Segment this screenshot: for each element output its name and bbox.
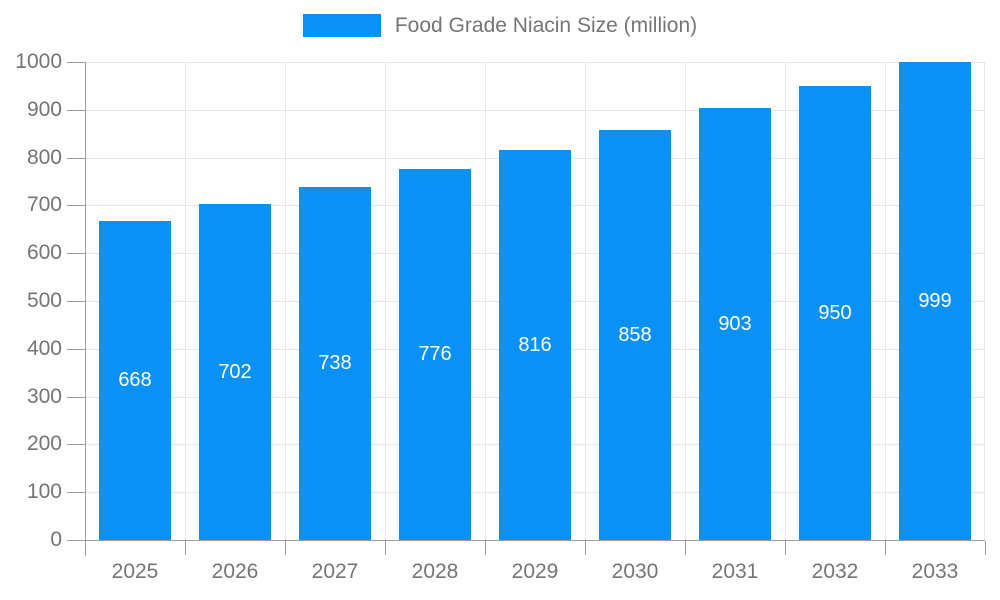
x-axis-tick: [185, 541, 186, 555]
bar-value-label: 950: [818, 301, 852, 324]
bar-value-label: 738: [318, 352, 352, 374]
y-axis-tick: [67, 205, 85, 207]
x-axis-tick-label: 2029: [511, 560, 559, 583]
x-gridline: [285, 62, 286, 540]
x-axis-tick-label: 2026: [211, 560, 259, 583]
x-axis-tick-label: 2033: [911, 560, 959, 583]
y-axis-tick: [67, 348, 85, 350]
y-axis-tick-label: 800: [26, 145, 62, 169]
y-axis-tick: [67, 444, 85, 446]
y-gridline: [85, 62, 985, 63]
x-axis-tick: [985, 541, 986, 555]
y-axis-tick-label: 400: [26, 336, 62, 360]
y-axis-tick-label: 600: [26, 241, 62, 265]
bar-value-label: 668: [118, 369, 152, 391]
bar-value-label: 858: [618, 323, 652, 346]
bar-2033[interactable]: 999: [899, 62, 971, 540]
x-axis-tick: [685, 541, 686, 555]
x-axis-tick: [885, 541, 886, 555]
x-axis-tick-label: 2027: [311, 560, 359, 583]
legend-swatch-icon: [302, 14, 381, 37]
y-axis-tick-label: 700: [26, 193, 62, 217]
y-axis-tick: [67, 62, 85, 63]
x-gridline: [885, 62, 886, 540]
bar-value-label: 999: [918, 289, 952, 312]
x-axis-tick-label: 2031: [711, 560, 759, 583]
x-axis-tick-label: 2032: [811, 560, 859, 583]
y-axis-tick-label: 0: [50, 528, 62, 551]
x-axis-tick-label: 2025: [111, 560, 159, 583]
bar-2030[interactable]: 858: [599, 130, 671, 540]
x-gridline: [785, 62, 786, 540]
bar-value-label: 816: [518, 333, 552, 356]
x-gridline: [585, 62, 586, 540]
x-axis-tick-label: 2030: [611, 560, 659, 583]
legend-label: Food Grade Niacin Size (million): [394, 14, 698, 37]
bar-2029[interactable]: 816: [499, 150, 571, 540]
bar-2031[interactable]: 903: [699, 108, 771, 540]
y-axis-tick-label: 200: [26, 432, 62, 456]
y-axis-tick: [67, 396, 85, 398]
y-axis-tick: [67, 253, 85, 255]
x-gridline: [685, 62, 686, 540]
x-axis-line: [67, 540, 985, 541]
bar-2028[interactable]: 776: [399, 169, 471, 540]
x-axis-tick: [285, 541, 286, 555]
y-axis-tick: [67, 109, 85, 111]
y-axis-tick-label: 500: [26, 289, 62, 312]
bar-2025[interactable]: 668: [99, 221, 171, 540]
plot-area: 668 702 738 776 816 858 903 950 999: [85, 62, 985, 540]
y-axis-tick-label: 1000: [15, 50, 62, 73]
legend[interactable]: Food Grade Niacin Size (million): [0, 14, 1000, 37]
bar-2027[interactable]: 738: [299, 187, 371, 540]
y-axis-tick-label: 900: [26, 97, 62, 121]
x-axis-tick: [385, 541, 386, 555]
x-axis-tick: [485, 541, 486, 555]
y-axis-line: [85, 62, 86, 556]
x-gridline: [385, 62, 386, 540]
x-axis-tick: [85, 541, 86, 555]
x-axis-tick-label: 2028: [411, 560, 459, 583]
y-axis-tick-label: 100: [26, 480, 62, 504]
x-gridline: [485, 62, 486, 540]
bar-value-label: 776: [418, 343, 452, 365]
y-axis-tick: [67, 157, 85, 159]
y-axis-tick: [67, 301, 85, 302]
x-gridline: [185, 62, 186, 540]
x-axis-tick: [585, 541, 586, 555]
bar-value-label: 903: [718, 312, 752, 335]
bar-2032[interactable]: 950: [799, 86, 871, 540]
y-axis-tick: [67, 540, 85, 541]
y-gridline: [85, 109, 985, 111]
x-axis-tick: [785, 541, 786, 555]
x-gridline: [984, 62, 985, 540]
bar-2026[interactable]: 702: [199, 204, 271, 540]
y-axis-tick-label: 300: [26, 384, 62, 408]
bar-value-label: 702: [218, 360, 252, 383]
y-axis-tick: [67, 492, 85, 494]
